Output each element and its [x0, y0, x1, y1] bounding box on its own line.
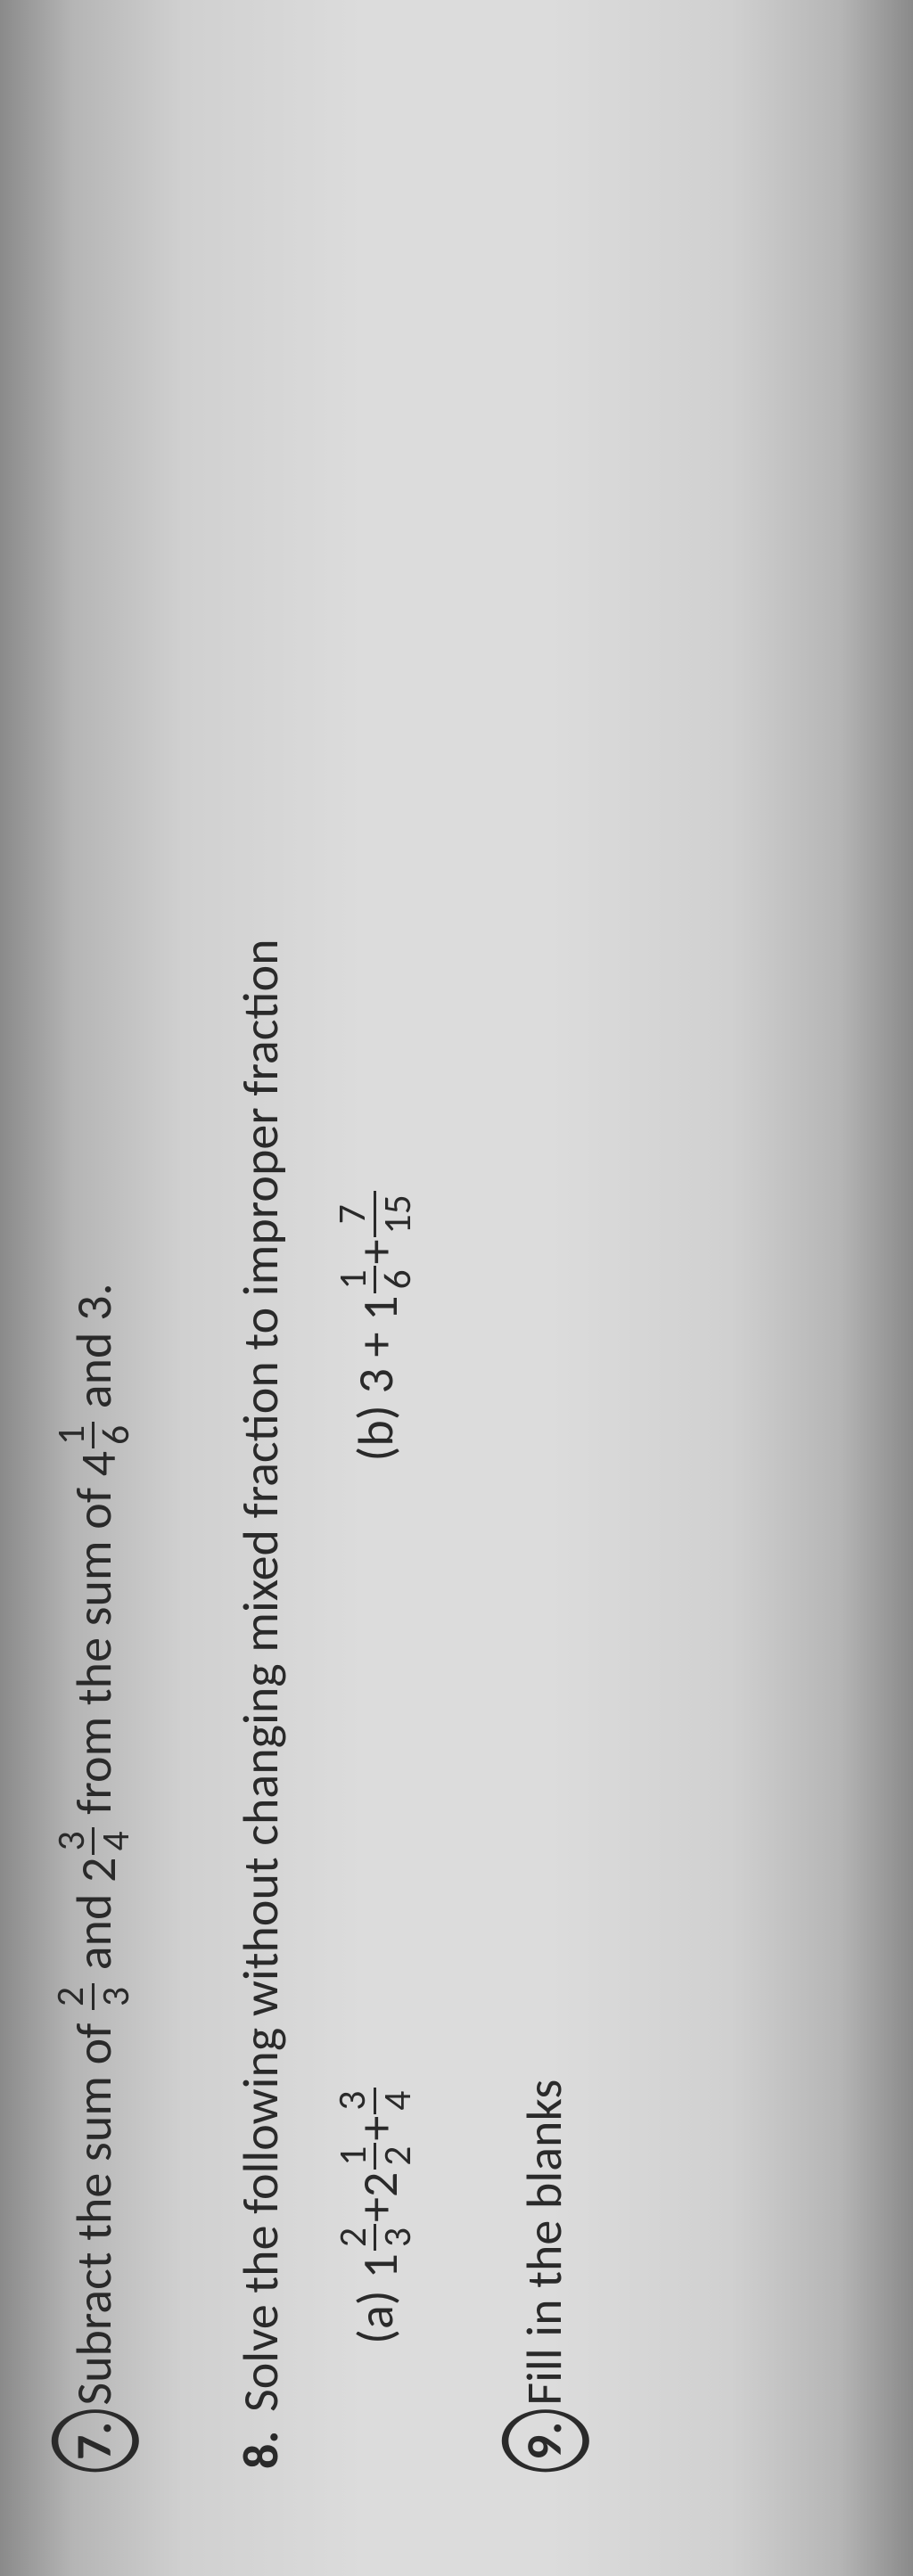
q8b-f3-den: 15 — [376, 1191, 417, 1237]
q9-num-text: 9. — [514, 2422, 575, 2460]
paper-surface: 7. Subract the sum of 23 and 234 from th… — [0, 0, 913, 2576]
q8b-f3-num: 7 — [333, 1191, 376, 1237]
page-scan: 7. Subract the sum of 23 and 234 from th… — [0, 0, 913, 2576]
q8a-m1-den: 3 — [376, 2224, 417, 2251]
q8a-m2-frac: 12 — [333, 2143, 417, 2170]
question-8-parts: (a) 123+212+34 (b) 3 + 116+715 — [337, 45, 424, 2344]
q8b-op1: + — [346, 1321, 407, 1368]
q7-frac1: 23 — [51, 1983, 135, 2010]
q7-mixed1: 234 — [56, 1825, 142, 1883]
q8a-mixed1: 123 — [338, 2222, 424, 2279]
question-8-part-a: (a) 123+212+34 — [337, 2086, 424, 2344]
q8b-whole1: 3 — [346, 1368, 407, 1393]
q8b-m2-frac: 16 — [333, 1266, 417, 1292]
q7-mixed2: 416 — [56, 1420, 142, 1477]
q8a-m1-num: 2 — [333, 2224, 377, 2251]
question-7: 7. Subract the sum of 23 and 234 from th… — [53, 45, 142, 2469]
q8a-mixed2: 212 — [338, 2141, 424, 2198]
q9-text: Fill in the blanks — [514, 2080, 575, 2406]
q8b-frac3: 715 — [333, 1191, 416, 1237]
q8b-m2-num: 1 — [333, 1266, 377, 1292]
q7-mixed2-num: 1 — [52, 1422, 95, 1448]
q7-mixed1-num: 3 — [52, 1827, 95, 1854]
question-7-number: 7. — [53, 2413, 137, 2469]
question-8-part-b: (b) 3 + 116+715 — [337, 1189, 424, 1461]
q8a-m1-frac: 23 — [333, 2224, 417, 2251]
q8a-m1-whole: 1 — [341, 2253, 422, 2278]
q7-frac1-num: 2 — [51, 1983, 95, 2010]
q7-mixed2-frac: 16 — [52, 1422, 136, 1448]
q7-frac1-den: 3 — [95, 1983, 136, 2010]
q7-mixed1-whole: 2 — [60, 1858, 140, 1883]
q7-text-pre: Subract the sum of — [64, 2012, 125, 2406]
question-8: 8. Solve the following without changing … — [222, 45, 424, 2469]
q8b-m2-den: 6 — [376, 1266, 417, 1292]
q8a-m2-num: 1 — [333, 2143, 377, 2170]
q7-num-text: 7. — [64, 2422, 125, 2460]
q7-mid: from the sum of — [64, 1476, 125, 1825]
q8b-m2-whole: 1 — [341, 1296, 422, 1321]
q7-and1: and — [64, 1883, 125, 1981]
q7-mixed1-frac: 34 — [52, 1827, 136, 1854]
q7-and2: and 3. — [64, 1283, 125, 1420]
q8b-op2: + — [346, 1239, 407, 1264]
q8-text: Solve the following without changing mix… — [231, 939, 292, 2423]
q8a-label: (a) — [346, 2279, 407, 2344]
q8a-f3-num: 3 — [333, 2088, 376, 2114]
q7-mixed1-den: 4 — [95, 1827, 136, 1854]
rotated-wrapper: 7. Subract the sum of 23 and 234 from th… — [0, 0, 913, 2576]
question-8-stem: 8. Solve the following without changing … — [222, 45, 302, 2469]
q8a-m2-den: 2 — [376, 2143, 417, 2170]
q8b-mixed2: 116 — [338, 1264, 424, 1321]
q8a-m2-whole: 2 — [341, 2172, 422, 2197]
q8a-f3-den: 4 — [376, 2088, 417, 2114]
question-9: 9. Fill in the blanks — [504, 45, 588, 2469]
q7-mixed2-den: 6 — [95, 1422, 136, 1448]
q7-mixed2-whole: 4 — [60, 1451, 140, 1476]
question-9-number: 9. — [504, 2413, 588, 2469]
question-8-number: 8. — [222, 2431, 302, 2469]
q8a-op1: + — [346, 2197, 407, 2222]
q8a-frac3: 34 — [333, 2088, 416, 2114]
q8b-label: (b) — [346, 1394, 407, 1462]
q8a-op2: + — [346, 2116, 407, 2141]
